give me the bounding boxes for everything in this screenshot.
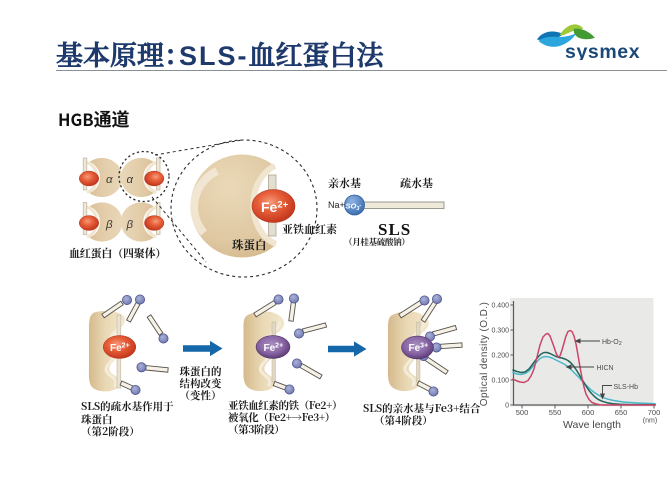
svg-text:sysmex: sysmex xyxy=(565,41,640,60)
svg-text:Fe2+: Fe2+ xyxy=(264,343,284,355)
svg-text:Hb-O2: Hb-O2 xyxy=(602,339,622,347)
svg-text:500: 500 xyxy=(516,408,529,417)
svg-text:0.300: 0.300 xyxy=(491,328,509,335)
svg-text:0.400: 0.400 xyxy=(491,303,509,310)
svg-text:700: 700 xyxy=(648,408,661,417)
svg-text:Optical density (O.D.): Optical density (O.D.) xyxy=(479,302,490,406)
svg-text:650: 650 xyxy=(615,408,628,417)
svg-text:SO3-: SO3- xyxy=(346,202,362,213)
svg-text:α: α xyxy=(127,174,134,186)
svg-text:0.100: 0.100 xyxy=(491,378,509,385)
svg-text:600: 600 xyxy=(582,408,595,417)
svg-text:HICN: HICN xyxy=(597,365,614,372)
svg-text:Wave length: Wave length xyxy=(563,419,621,431)
svg-text:0.200: 0.200 xyxy=(491,353,509,360)
svg-text:(nm): (nm) xyxy=(643,418,657,425)
svg-text:550: 550 xyxy=(549,408,562,417)
svg-text:β: β xyxy=(105,219,113,231)
svg-text:Fe2+: Fe2+ xyxy=(110,343,130,355)
svg-text:Fe3+: Fe3+ xyxy=(409,343,429,355)
svg-text:β: β xyxy=(126,219,134,231)
svg-text:α: α xyxy=(106,174,113,186)
svg-text:SLS-Hb: SLS-Hb xyxy=(614,384,639,391)
svg-text:0: 0 xyxy=(505,403,509,410)
